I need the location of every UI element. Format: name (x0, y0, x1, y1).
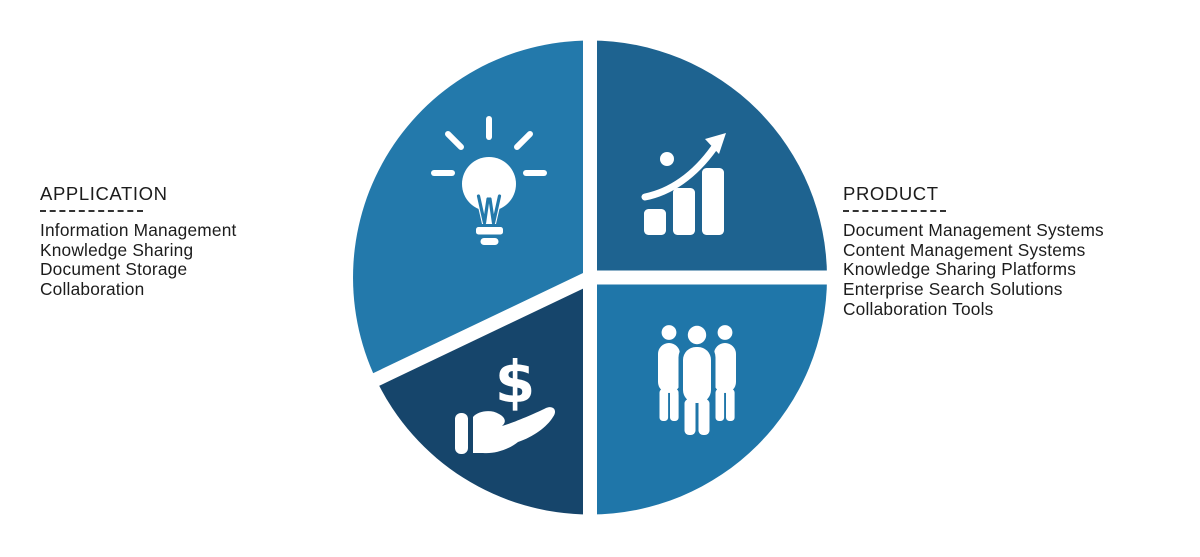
product-item: Enterprise Search Solutions (843, 279, 1063, 300)
slice-lightbulb (353, 40, 590, 380)
growth-bar-medium (673, 188, 695, 235)
product-list: Document Management Systems Content Mana… (843, 220, 1104, 320)
product-panel: PRODUCT Document Management Systems Cont… (843, 183, 1104, 320)
application-item: Knowledge Sharing (40, 239, 194, 260)
dollar-symbol: $ (495, 348, 535, 416)
product-item: Knowledge Sharing Platforms (843, 259, 1077, 280)
application-panel: APPLICATION Information Management Knowl… (40, 183, 237, 300)
lightbulb-cap (480, 238, 499, 245)
application-item: Document Storage (40, 259, 188, 280)
application-item: Collaboration (40, 279, 145, 300)
growth-bar-tall (702, 168, 724, 235)
growth-bar-small (644, 209, 666, 235)
application-heading: APPLICATION (40, 183, 168, 204)
people-group-icon (658, 322, 736, 439)
application-divider (40, 210, 143, 212)
growth-arrow-curve (641, 144, 718, 201)
people-side-figures (658, 325, 736, 421)
product-item: Collaboration Tools (843, 298, 994, 319)
slice-separators (361, 28, 841, 527)
growth-dot (660, 152, 674, 166)
application-list: Information Management Knowledge Sharing… (40, 220, 237, 300)
product-heading: PRODUCT (843, 183, 939, 204)
lightbulb-base (476, 227, 503, 235)
slice-dollar (376, 277, 590, 515)
lightbulb-globe (462, 157, 516, 211)
lightbulb-filament (476, 194, 502, 225)
lightbulb-icon (431, 116, 547, 245)
people-center-figure (683, 325, 711, 435)
lightbulb-rays (431, 116, 547, 176)
hand-palm (473, 407, 556, 454)
hand-dollar-icon: $ (455, 348, 556, 454)
product-item: Content Management Systems (843, 239, 1086, 260)
application-item: Information Management (40, 220, 237, 240)
product-item: Document Management Systems (843, 220, 1104, 240)
growth-chart-icon (641, 133, 726, 235)
growth-arrow-head (705, 133, 726, 154)
hand-cuff (455, 413, 468, 454)
product-divider (843, 210, 946, 212)
